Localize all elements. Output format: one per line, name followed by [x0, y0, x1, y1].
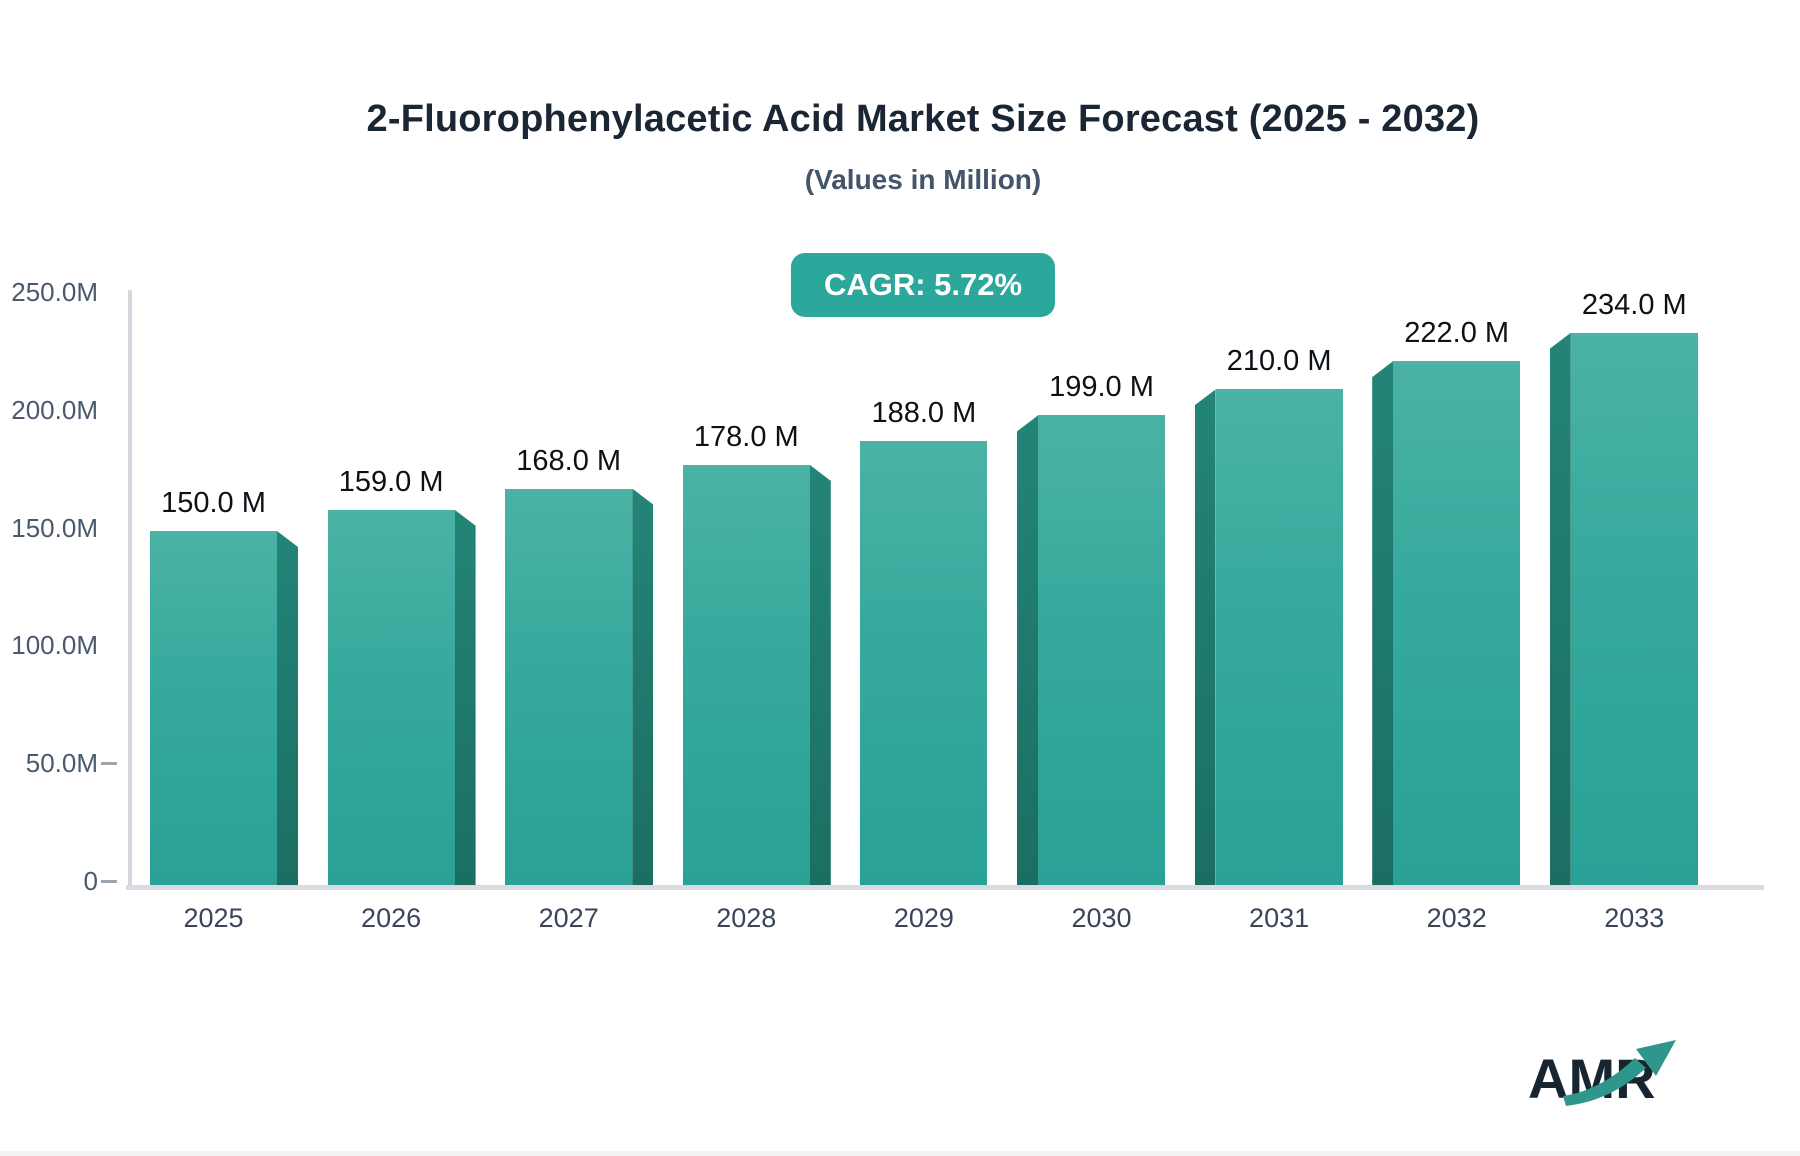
x-axis-label-2028: 2028: [716, 903, 777, 933]
bar-2026-side-face: [454, 509, 476, 885]
x-axis-label-2031: 2031: [1249, 903, 1310, 933]
y-tick-label: 150.0M: [11, 512, 98, 543]
bar-2032[interactable]: [1393, 361, 1521, 885]
y-tick-mark: [101, 762, 117, 766]
bar-2026[interactable]: [327, 509, 455, 885]
y-tick-label: 200.0M: [11, 394, 98, 425]
y-tick-label: 250.0M: [11, 277, 98, 307]
bar-value-label: 168.0 M: [516, 444, 622, 477]
bar-value-label: 159.0 M: [338, 465, 444, 498]
x-axis-label-2029: 2029: [893, 903, 954, 933]
bar-value-label: 199.0 M: [1049, 371, 1154, 404]
y-tick-label: 0: [83, 866, 98, 896]
amr-logo-text: AMR: [1528, 1047, 1656, 1110]
x-axis-label-2026: 2026: [361, 903, 422, 933]
bottom-edge-divider: [0, 1151, 1800, 1156]
bar-2033-side-face: [1549, 332, 1571, 885]
y-tick-label: 100.0M: [11, 630, 98, 661]
bar-2031[interactable]: [1215, 389, 1343, 885]
x-axis-label-2025: 2025: [183, 903, 244, 933]
bar-2033[interactable]: [1570, 332, 1698, 885]
x-axis-label-2030: 2030: [1071, 903, 1132, 933]
amr-logo: AMR: [1528, 1040, 1676, 1110]
bar-2028-side-face: [809, 464, 831, 885]
bar-value-label: 178.0 M: [693, 420, 799, 453]
cagr-badge: CAGR: 5.72%: [790, 253, 1056, 317]
bar-2030-side-face: [1017, 415, 1038, 885]
y-axis-line: [128, 290, 132, 887]
bar-2030[interactable]: [1038, 415, 1165, 885]
bar-value-label: 188.0 M: [871, 397, 977, 430]
y-tick-label: 50.0M: [25, 748, 98, 779]
bar-2031-side-face: [1194, 389, 1216, 885]
bar-2025[interactable]: [150, 531, 277, 885]
bar-value-label: 234.0 M: [1581, 288, 1687, 321]
x-axis-label-2027: 2027: [538, 903, 599, 933]
logo-arrow-head-icon: [1636, 1040, 1676, 1076]
bar-2028[interactable]: [682, 464, 810, 885]
bar-2032-side-face: [1372, 361, 1394, 885]
bar-value-label: 210.0 M: [1226, 345, 1332, 378]
bar-2027-side-face: [632, 488, 654, 885]
x-axis-label-2033: 2033: [1604, 903, 1665, 933]
bar-2027[interactable]: [505, 488, 633, 885]
bar-value-label: 150.0 M: [161, 487, 266, 519]
logo-arrow-swoosh-icon: [1563, 1058, 1646, 1106]
bar-2029[interactable]: [860, 441, 988, 885]
bar-2025-side-face: [277, 531, 298, 885]
x-axis-label-2032: 2032: [1426, 903, 1487, 933]
chart-subtitle: (Values in Million): [804, 164, 1042, 195]
page-title: 2-Fluorophenylacetic Acid Market Size Fo…: [366, 98, 1480, 140]
x-axis-line: [126, 885, 1764, 890]
y-tick-mark: [101, 880, 117, 883]
bar-value-label: 222.0 M: [1404, 317, 1510, 350]
